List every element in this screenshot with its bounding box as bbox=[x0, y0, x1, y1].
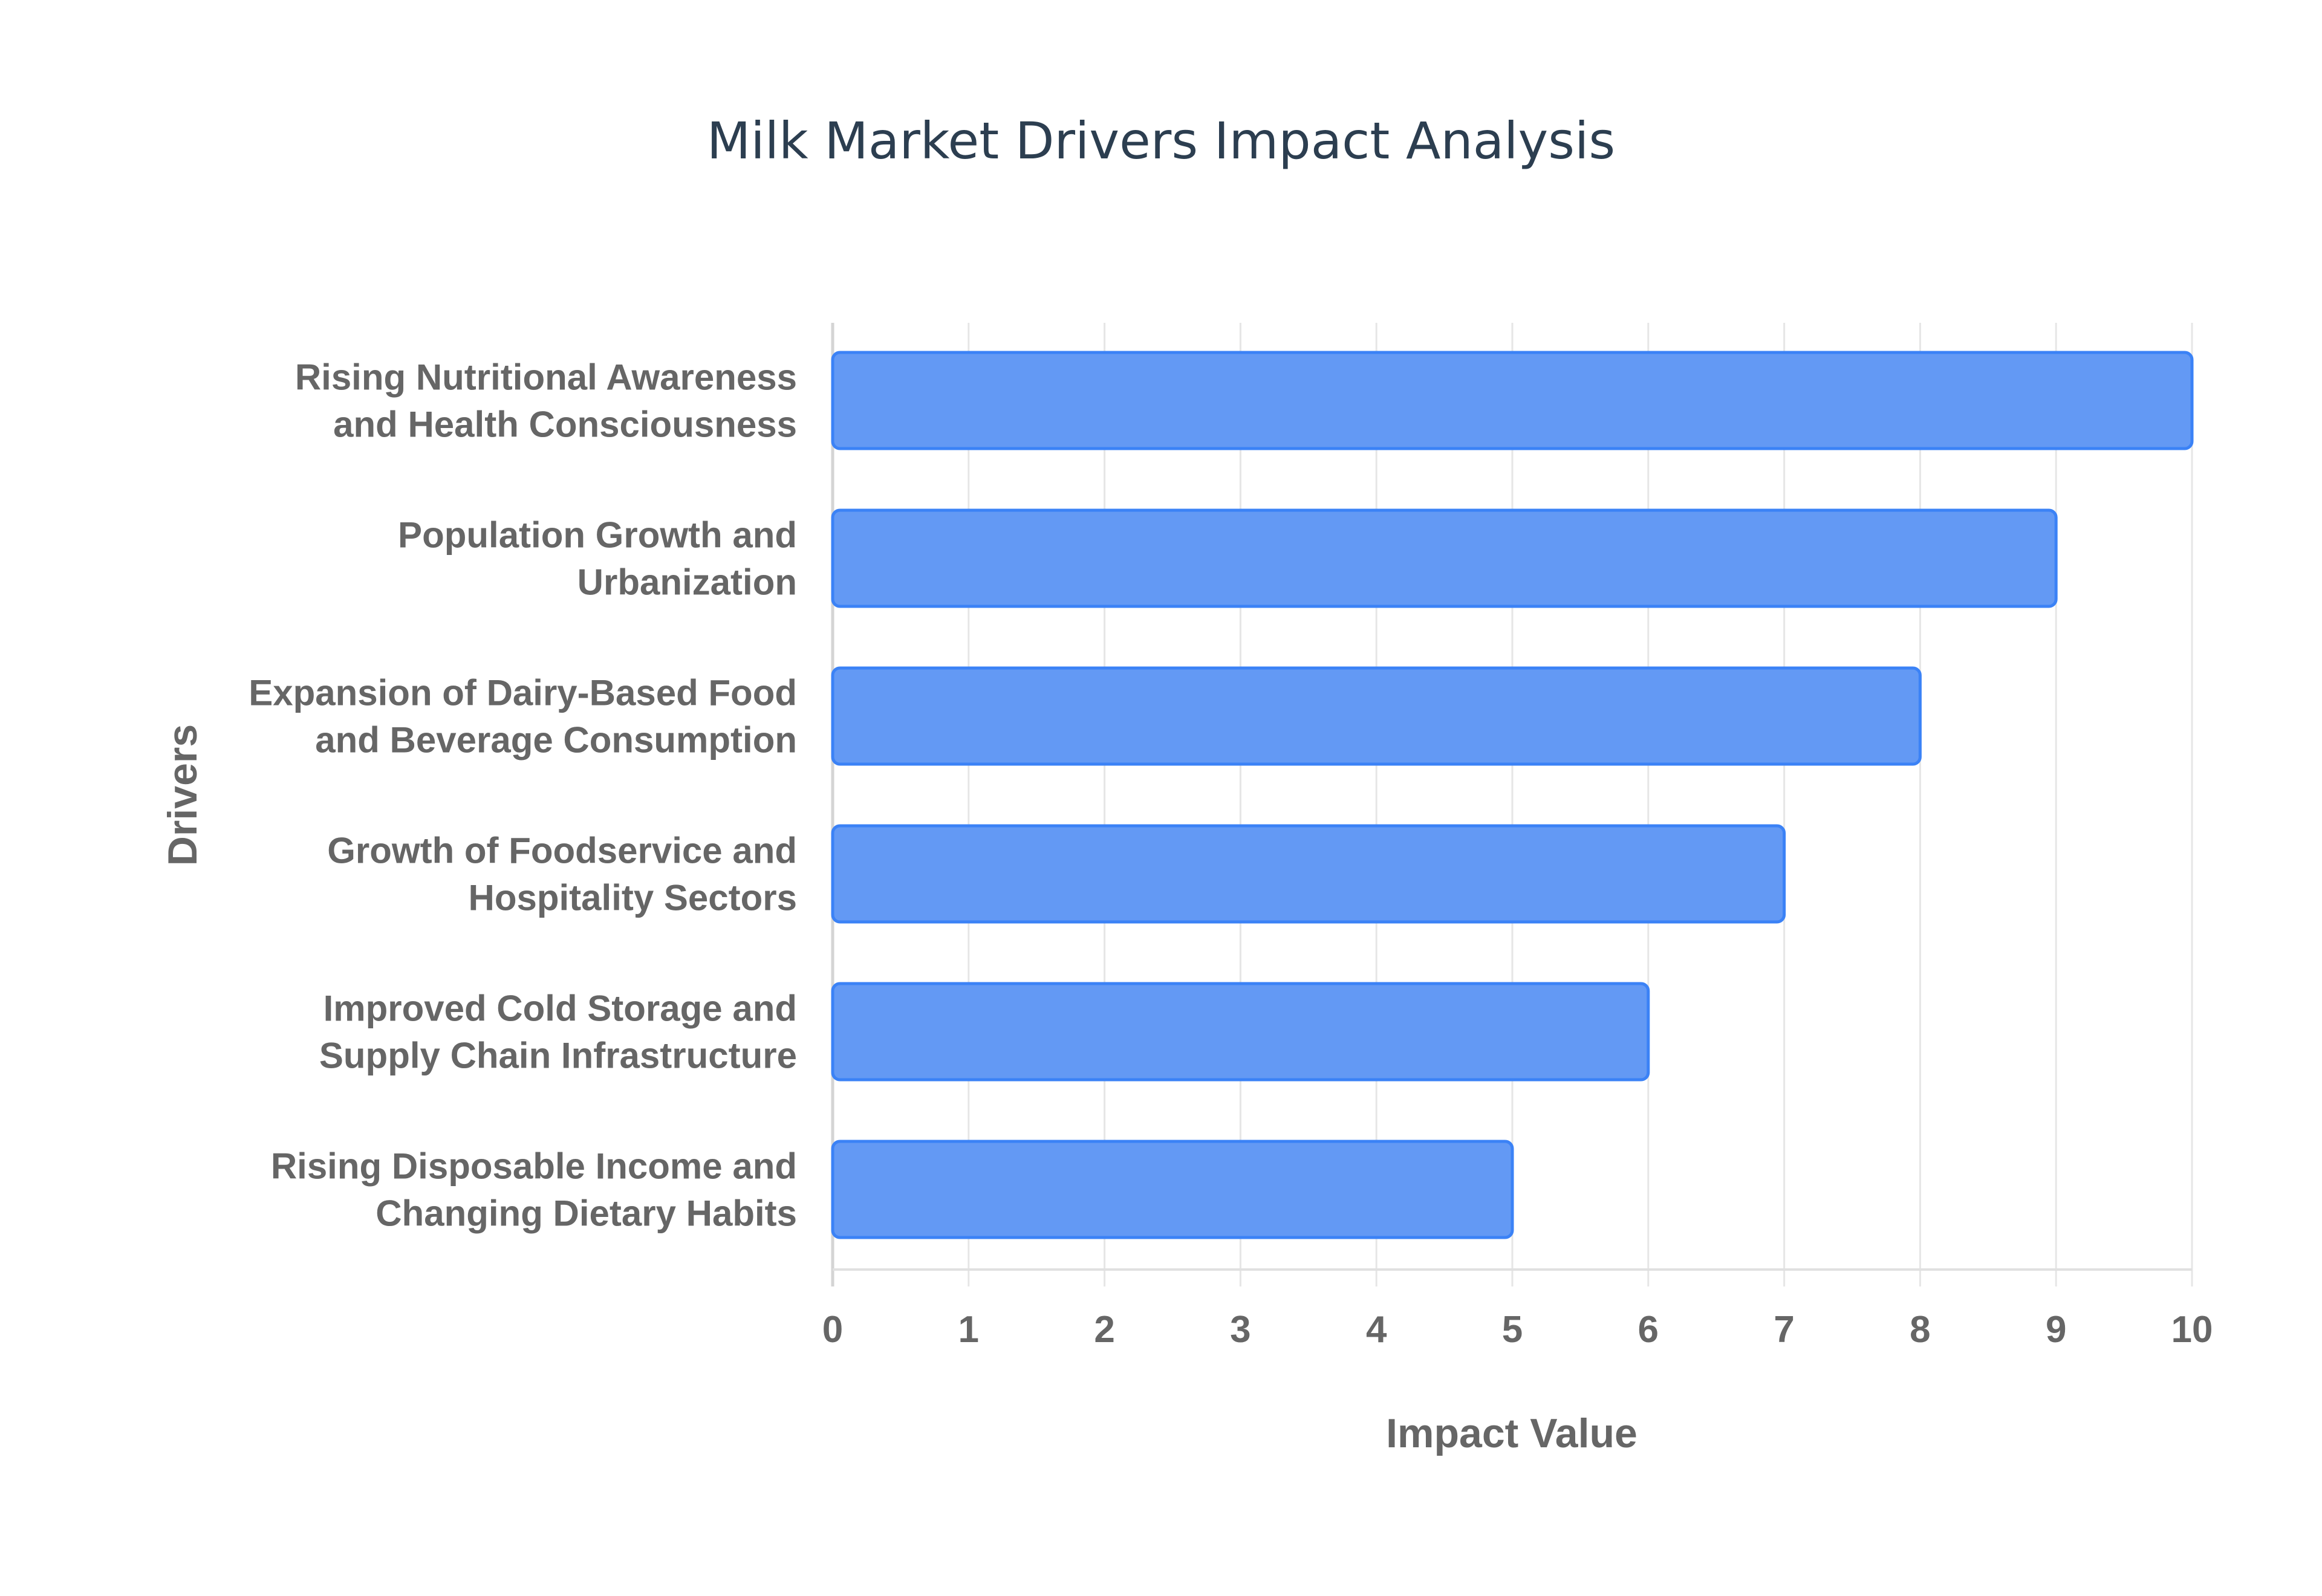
x-tick-label: 10 bbox=[2171, 1309, 2213, 1351]
y-tick-label: Rising Nutritional Awareness and Health C… bbox=[295, 357, 797, 445]
y-tick-labels: Rising Nutritional Awareness and Health C… bbox=[249, 357, 797, 1234]
x-axis-title: Impact Value bbox=[1386, 1410, 1637, 1456]
x-tick-label: 3 bbox=[1230, 1309, 1250, 1351]
bar[interactable] bbox=[831, 666, 1922, 766]
x-tick-labels: 0 1 2 3 4 5 6 7 8 9 10 bbox=[822, 1309, 2213, 1351]
x-tick-label: 9 bbox=[2046, 1309, 2066, 1351]
x-tick-label: 2 bbox=[1094, 1309, 1114, 1351]
x-tick-label: 6 bbox=[1638, 1309, 1659, 1351]
bar[interactable] bbox=[831, 508, 2058, 608]
y-tick-label: Expansion of Dairy-Based Food and Beverag… bbox=[249, 673, 797, 761]
bar[interactable] bbox=[831, 824, 1786, 924]
bar[interactable] bbox=[831, 351, 2194, 450]
x-tick-label: 8 bbox=[1910, 1309, 1930, 1351]
x-tick-label: 0 bbox=[822, 1309, 843, 1351]
y-tick-label: Growth of Foodservice and Hospitality Sec… bbox=[327, 831, 797, 918]
bar[interactable] bbox=[831, 1140, 1514, 1239]
bar[interactable] bbox=[831, 982, 1650, 1082]
y-tick-label: Rising Disposable Income and Changing Die… bbox=[271, 1146, 797, 1234]
x-tick-label: 1 bbox=[958, 1309, 979, 1351]
x-tick-label: 4 bbox=[1366, 1309, 1387, 1351]
chart-title: Milk Market Drivers Impact Analysis bbox=[707, 111, 1615, 170]
bars bbox=[831, 351, 2194, 1239]
y-tick-label: Improved Cold Storage and Supply Chain In… bbox=[319, 988, 797, 1076]
x-tick-label: 7 bbox=[1774, 1309, 1794, 1351]
y-axis-title: Drivers bbox=[160, 724, 206, 866]
x-tick-label: 5 bbox=[1502, 1309, 1523, 1351]
grid bbox=[831, 323, 2193, 1286]
y-tick-label: Population Growth and Urbanization bbox=[398, 515, 797, 603]
